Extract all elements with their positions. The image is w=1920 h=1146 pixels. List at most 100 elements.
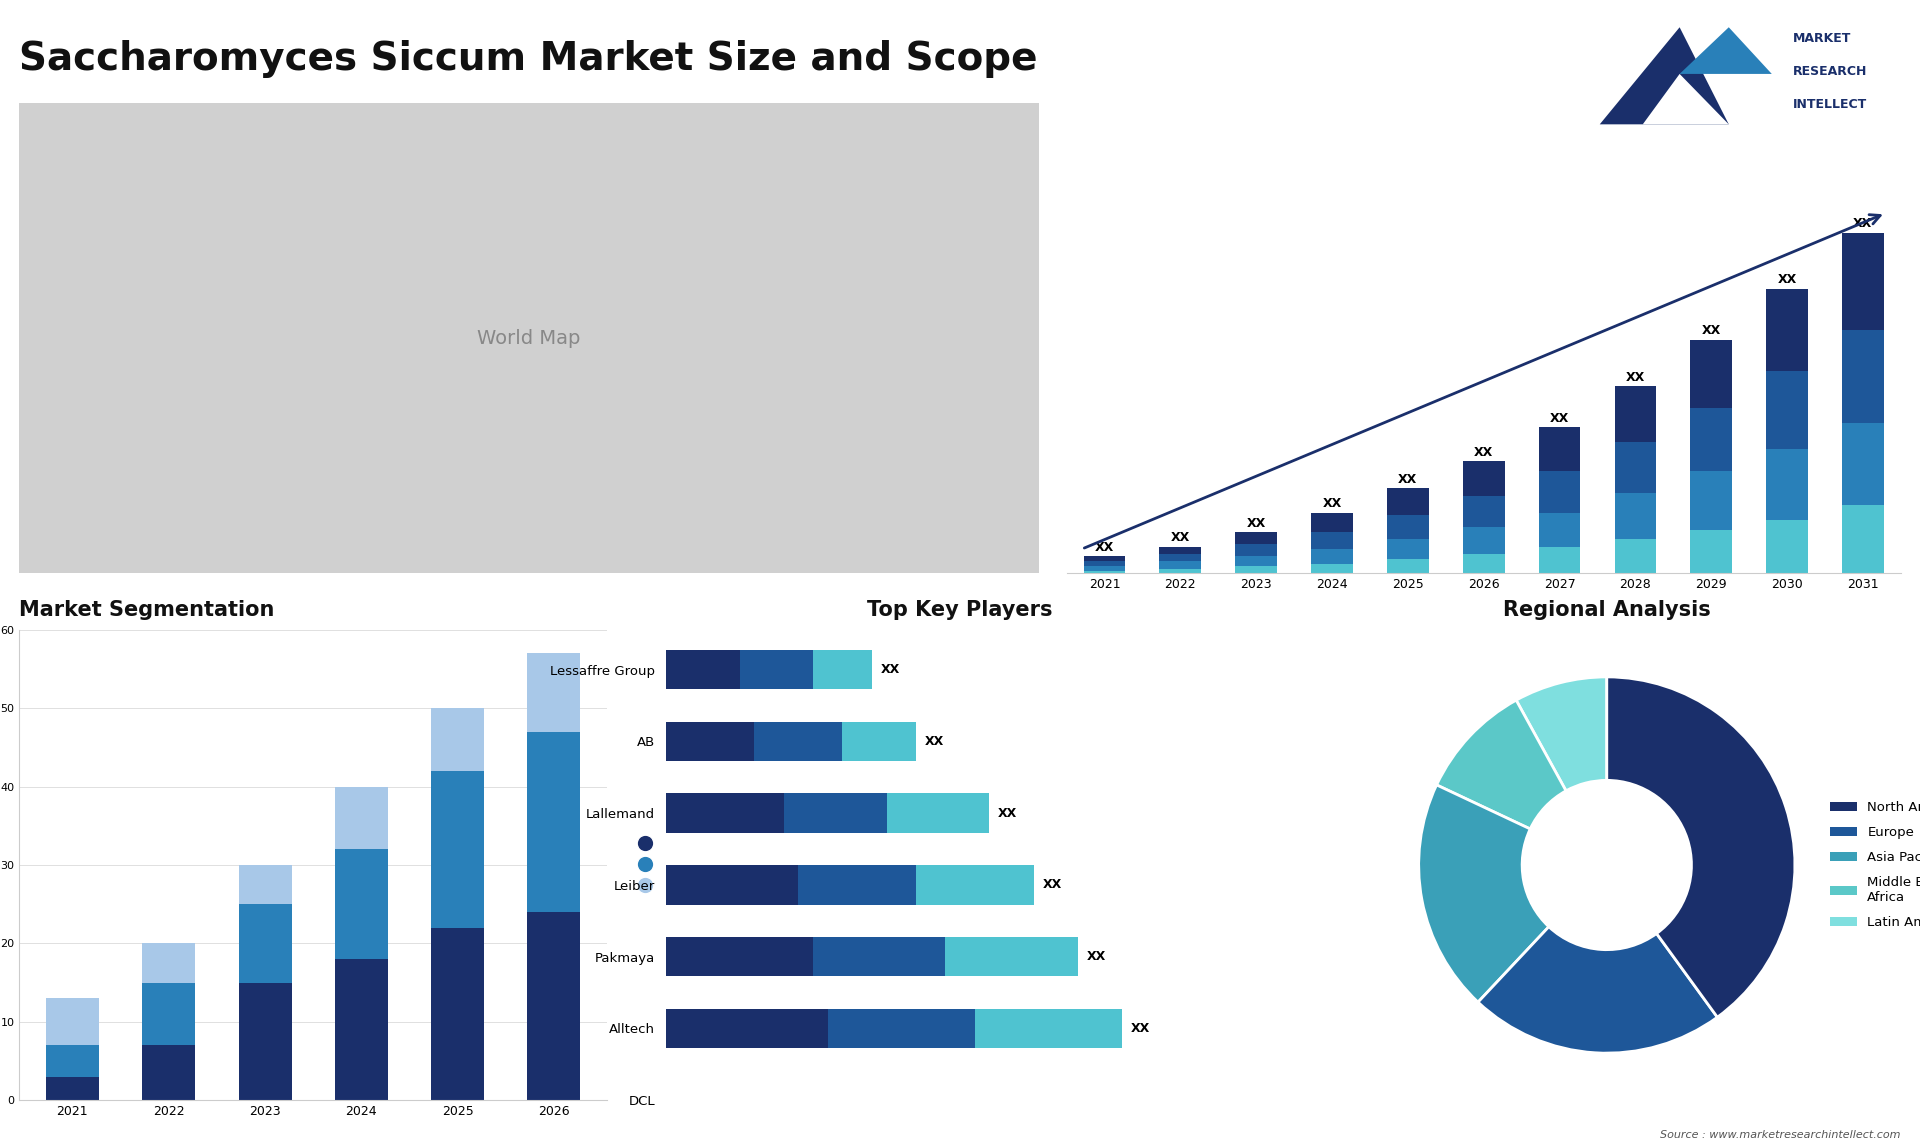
Bar: [528, 912, 580, 1100]
Bar: [916, 865, 1033, 904]
Bar: [1160, 554, 1202, 562]
Legend: North America, Europe, Asia Pacific, Middle East &
Africa, Latin America: North America, Europe, Asia Pacific, Mid…: [1826, 796, 1920, 934]
Bar: [142, 1045, 196, 1100]
Bar: [1311, 564, 1354, 573]
Text: World Map: World Map: [478, 329, 580, 347]
Bar: [828, 1008, 975, 1049]
Text: XX: XX: [1246, 517, 1265, 529]
Text: XX: XX: [925, 735, 945, 748]
Bar: [666, 650, 739, 689]
Text: MARKET: MARKET: [1793, 32, 1851, 46]
Bar: [1841, 233, 1884, 330]
Bar: [1083, 557, 1125, 562]
Bar: [238, 904, 292, 982]
Bar: [1841, 505, 1884, 573]
Text: XX: XX: [1549, 411, 1569, 425]
Bar: [1841, 423, 1884, 505]
Bar: [432, 708, 484, 771]
Text: Source : www.marketresearchintellect.com: Source : www.marketresearchintellect.com: [1661, 1130, 1901, 1140]
Bar: [666, 722, 755, 761]
Bar: [334, 959, 388, 1100]
Bar: [666, 937, 812, 976]
Wedge shape: [1478, 927, 1716, 1053]
Text: XX: XX: [1171, 532, 1190, 544]
Bar: [1841, 330, 1884, 423]
Bar: [528, 653, 580, 732]
Title: Top Key Players: Top Key Players: [868, 601, 1052, 620]
Bar: [46, 1045, 100, 1076]
Bar: [1615, 493, 1657, 540]
Bar: [1235, 566, 1277, 573]
Bar: [1690, 529, 1732, 573]
Bar: [666, 865, 799, 904]
Bar: [1386, 515, 1428, 540]
Bar: [1690, 471, 1732, 529]
Bar: [238, 865, 292, 904]
Bar: [1386, 540, 1428, 559]
Bar: [739, 650, 812, 689]
Bar: [334, 849, 388, 959]
Bar: [783, 793, 887, 833]
Bar: [142, 943, 196, 982]
Bar: [666, 1008, 828, 1049]
Wedge shape: [1419, 785, 1549, 1002]
Bar: [1538, 547, 1580, 573]
Bar: [812, 937, 945, 976]
Bar: [1160, 562, 1202, 568]
Bar: [1538, 427, 1580, 471]
Bar: [1463, 462, 1505, 495]
Bar: [238, 982, 292, 1100]
Text: XX: XX: [1094, 541, 1114, 554]
Polygon shape: [1644, 73, 1728, 125]
Text: XX: XX: [1853, 218, 1872, 230]
Bar: [1463, 495, 1505, 527]
Bar: [1766, 371, 1809, 449]
Bar: [1615, 540, 1657, 573]
Bar: [755, 722, 843, 761]
Bar: [1235, 557, 1277, 566]
Bar: [1083, 562, 1125, 566]
Bar: [1235, 544, 1277, 557]
Bar: [1311, 532, 1354, 549]
Bar: [1766, 520, 1809, 573]
Bar: [1160, 547, 1202, 554]
Bar: [1386, 559, 1428, 573]
Text: XX: XX: [1626, 370, 1645, 384]
Bar: [1538, 471, 1580, 512]
Bar: [142, 982, 196, 1045]
Wedge shape: [1436, 700, 1567, 829]
Text: Saccharomyces Siccum Market Size and Scope: Saccharomyces Siccum Market Size and Sco…: [19, 40, 1037, 78]
Bar: [1235, 532, 1277, 544]
Bar: [1386, 488, 1428, 515]
Bar: [1690, 339, 1732, 408]
Bar: [1311, 549, 1354, 564]
Text: XX: XX: [1043, 878, 1062, 892]
Bar: [1690, 408, 1732, 471]
Bar: [1083, 566, 1125, 571]
Bar: [46, 1076, 100, 1100]
Polygon shape: [1680, 28, 1772, 73]
Wedge shape: [1607, 677, 1795, 1018]
Text: INTELLECT: INTELLECT: [1793, 97, 1868, 111]
Text: XX: XX: [1323, 497, 1342, 510]
Bar: [1766, 289, 1809, 371]
Legend: Type, Application, Geography: Type, Application, Geography: [626, 832, 755, 898]
Bar: [1463, 554, 1505, 573]
Text: XX: XX: [1475, 446, 1494, 460]
Bar: [528, 732, 580, 912]
Bar: [1083, 571, 1125, 573]
Bar: [945, 937, 1077, 976]
Bar: [843, 722, 916, 761]
Bar: [1463, 527, 1505, 554]
Bar: [46, 998, 100, 1045]
Bar: [432, 771, 484, 928]
Bar: [1766, 449, 1809, 520]
Bar: [1160, 568, 1202, 573]
Bar: [334, 786, 388, 849]
Text: XX: XX: [998, 807, 1018, 819]
Text: Market Segmentation: Market Segmentation: [19, 601, 275, 620]
Bar: [799, 865, 916, 904]
Bar: [432, 928, 484, 1100]
Text: XX: XX: [1398, 473, 1417, 486]
Text: XX: XX: [1131, 1022, 1150, 1035]
